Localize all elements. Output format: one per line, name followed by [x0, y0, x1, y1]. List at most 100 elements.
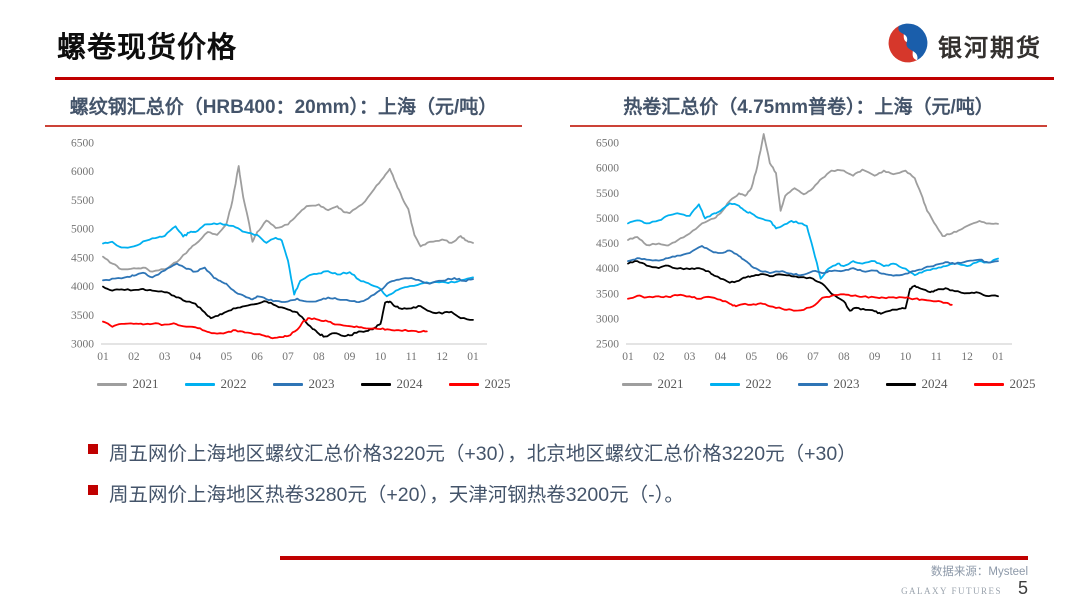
legend-label: 2023 [308, 376, 335, 391]
series-line-2021 [627, 133, 999, 247]
x-axis-tick-label: 08 [313, 351, 325, 363]
rebar-chart-legend: 2021 2022 2023 2024 2025 [45, 376, 522, 392]
y-axis-tick-label: 6000 [596, 163, 619, 175]
bullet-hrc-text: 周五网价上海地区热卷3280元（+20），天津河钢热卷3200元（-）。 [109, 484, 684, 506]
x-axis-tick-label: 03 [159, 351, 171, 363]
legend-label: 2021 [657, 376, 684, 391]
x-axis-tick-label: 01 [622, 351, 634, 363]
x-axis-tick-label: 10 [375, 351, 387, 363]
legend-label: 2022 [220, 376, 247, 391]
x-axis-tick-label: 11 [406, 351, 417, 363]
x-axis-tick-label: 10 [900, 351, 912, 363]
bullet-rebar-text: 周五网价上海地区螺纹汇总价格3220元（+30），北京地区螺纹汇总价格3220元… [109, 443, 857, 465]
legend-item-2024: 2024 [885, 376, 948, 392]
x-axis-tick-label: 03 [684, 351, 696, 363]
y-axis-tick-label: 4000 [71, 281, 94, 293]
x-axis-tick-label: 05 [221, 351, 233, 363]
page-title: 螺卷现货价格 [57, 32, 238, 64]
brand-wordmark: GALAXY FUTURES [901, 586, 1002, 596]
legend-line-swatch [448, 382, 479, 386]
rebar-price-line-chart: 3000 3500 4000 4500 5000 5500 6000 6500 01 02 03 04… [71, 138, 487, 363]
hrc-chart-title: 热卷汇总价（4.75mm普卷）：上海（元/吨） [570, 96, 1047, 127]
legend-item-2025: 2025 [448, 376, 511, 392]
y-axis-tick-label: 4000 [596, 263, 619, 275]
x-axis-tick-label: 01 [97, 351, 109, 363]
x-axis-tick-label: 01 [992, 351, 1004, 363]
x-axis-tick-label: 09 [344, 351, 356, 363]
y-axis-tick-label: 5000 [596, 213, 619, 225]
legend-line-swatch [96, 382, 127, 386]
x-axis-tick-label: 11 [931, 351, 942, 363]
x-axis-tick-label: 07 [282, 351, 294, 363]
legend-label: 2021 [132, 376, 159, 391]
x-axis-tick-label: 04 [190, 351, 202, 363]
legend-item-2021: 2021 [96, 376, 159, 392]
x-axis-tick-label: 04 [715, 351, 727, 363]
legend-label: 2024 [396, 376, 423, 391]
legend-line-swatch [973, 382, 1004, 386]
series-line-2024 [102, 285, 474, 338]
legend-item-2023: 2023 [797, 376, 860, 392]
series-line-2023 [627, 245, 999, 277]
x-axis-tick-label: 07 [807, 351, 819, 363]
y-axis-tick-label: 5500 [596, 188, 619, 200]
y-axis-tick-label: 4500 [71, 252, 94, 264]
rebar-chart-panel: 螺纹钢汇总价（HRB400：20mm）：上海（元/吨） 3000 3500 4000… [45, 96, 522, 392]
bullet-rebar: 周五网价上海地区螺纹汇总价格3220元（+30），北京地区螺纹汇总价格3220元… [88, 437, 857, 466]
legend-item-2022: 2022 [709, 376, 772, 392]
header-rule [55, 77, 1054, 80]
bullet-square-icon [88, 444, 98, 454]
bullet-hrc: 周五网价上海地区热卷3280元（+20），天津河钢热卷3200元（-）。 [88, 478, 857, 507]
x-axis-tick-label: 05 [746, 351, 758, 363]
x-axis-tick-label: 12 [436, 351, 448, 363]
x-axis-tick-label: 02 [653, 351, 665, 363]
y-axis-tick-label: 3500 [596, 288, 619, 300]
charts-row: 螺纹钢汇总价（HRB400：20mm）：上海（元/吨） 3000 3500 4000… [45, 96, 1047, 392]
page-number: 5 [1017, 578, 1028, 598]
rebar-chart-title: 螺纹钢汇总价（HRB400：20mm）：上海（元/吨） [45, 96, 522, 127]
y-axis-tick-label: 5000 [71, 224, 94, 236]
series-line-2022 [102, 222, 474, 298]
y-axis-tick-label: 3000 [596, 313, 619, 325]
y-axis-tick-label: 6000 [71, 166, 94, 178]
series-line-2025 [102, 317, 428, 340]
series-line-2022 [627, 202, 999, 280]
x-axis-tick-label: 09 [869, 351, 881, 363]
legend-label: 2022 [745, 376, 772, 391]
series-line-2021 [102, 165, 474, 273]
x-axis-tick-label: 06 [251, 351, 263, 363]
bullet-square-icon [88, 485, 98, 495]
legend-line-swatch [360, 382, 391, 386]
legend-label: 2023 [833, 376, 860, 391]
legend-item-2024: 2024 [360, 376, 423, 392]
legend-label: 2025 [484, 376, 511, 391]
y-axis-tick-label: 3000 [71, 339, 94, 351]
y-axis-tick-label: 2500 [596, 339, 619, 351]
hrc-chart-panel: 热卷汇总价（4.75mm普卷）：上海（元/吨） 2500 3000 3500 4000… [570, 96, 1047, 392]
legend-line-swatch [885, 382, 916, 386]
legend-line-swatch [272, 382, 303, 386]
series-line-2025 [627, 293, 953, 312]
legend-line-swatch [709, 382, 740, 386]
x-axis-tick-label: 08 [838, 351, 850, 363]
legend-item-2021: 2021 [621, 376, 684, 392]
commentary-bullets: 周五网价上海地区螺纹汇总价格3220元（+30），北京地区螺纹汇总价格3220元… [88, 437, 857, 519]
y-axis-tick-label: 5500 [71, 195, 94, 207]
series-line-2024 [627, 260, 999, 315]
data-source: 数据来源：Mysteel [930, 566, 1028, 578]
legend-line-swatch [621, 382, 652, 386]
legend-label: 2024 [921, 376, 948, 391]
legend-item-2025: 2025 [973, 376, 1036, 392]
x-axis-tick-label: 02 [128, 351, 140, 363]
footer-brand-row: GALAXY FUTURES 5 [901, 578, 1028, 599]
legend-item-2022: 2022 [184, 376, 247, 392]
x-axis-tick-label: 01 [467, 351, 479, 363]
y-axis-tick-label: 6500 [71, 138, 94, 150]
x-axis-tick-label: 06 [776, 351, 788, 363]
galaxy-swirl-icon [887, 22, 929, 69]
hrc-price-line-chart: 2500 3000 3500 4000 4500 5000 5500 6000 6500 01 02… [596, 133, 1012, 363]
legend-item-2023: 2023 [272, 376, 335, 392]
y-axis-tick-label: 3500 [71, 310, 94, 322]
company-name: 银河期货 [938, 35, 1042, 62]
